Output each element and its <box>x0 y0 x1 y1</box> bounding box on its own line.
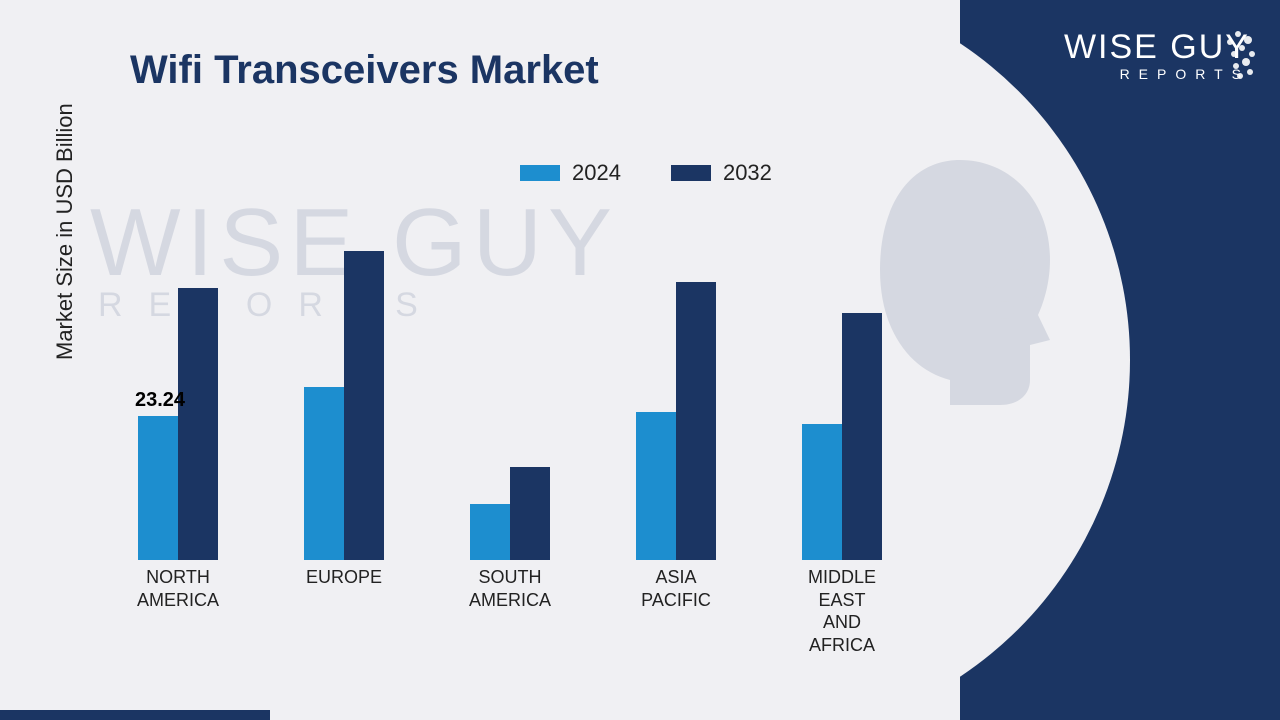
bar-2032 <box>510 467 550 560</box>
brain-dots-icon <box>1196 26 1256 86</box>
category-label: NORTHAMERICA <box>108 566 248 611</box>
bar-group: NORTHAMERICA23.24 <box>120 220 240 560</box>
bar-2024 <box>138 416 178 560</box>
bar-2024 <box>470 504 510 560</box>
bar-2024 <box>802 424 842 560</box>
plot-area: NORTHAMERICA23.24 EUROPE SOUTHAMERICA ASIAP… <box>120 220 940 560</box>
chart-container: Market Size in USD Billion 2024 2032 NOR… <box>60 160 960 680</box>
y-axis-label: Market Size in USD Billion <box>52 103 78 360</box>
bar-value-label: 23.24 <box>120 389 200 412</box>
category-label: ASIAPACIFIC <box>606 566 746 611</box>
bottom-accent-bar <box>0 710 270 720</box>
bar-2032 <box>178 288 218 560</box>
category-label: MIDDLEEASTANDAFRICA <box>772 566 912 656</box>
brand-logo: WISE GUY REPORTS <box>1064 30 1250 82</box>
legend-swatch-2024 <box>520 165 560 181</box>
bar-2024 <box>304 387 344 560</box>
bar-2032 <box>344 251 384 560</box>
legend-item-2032: 2032 <box>671 160 772 186</box>
bar-group: ASIAPACIFIC <box>618 220 738 560</box>
page-root: WISE GUY REPORTS Wifi Transceivers Marke… <box>0 0 1280 720</box>
bar-group: EUROPE <box>286 220 406 560</box>
chart-legend: 2024 2032 <box>520 160 772 186</box>
category-label: SOUTHAMERICA <box>440 566 580 611</box>
category-label: EUROPE <box>274 566 414 589</box>
legend-label-2024: 2024 <box>572 160 621 186</box>
bar-2024 <box>636 412 676 560</box>
bar-2032 <box>676 282 716 560</box>
legend-label-2032: 2032 <box>723 160 772 186</box>
bar-group: MIDDLEEASTANDAFRICA <box>784 220 904 560</box>
legend-item-2024: 2024 <box>520 160 621 186</box>
chart-title: Wifi Transceivers Market <box>130 48 599 93</box>
bar-group: SOUTHAMERICA <box>452 220 572 560</box>
legend-swatch-2032 <box>671 165 711 181</box>
bar-2032 <box>842 313 882 560</box>
